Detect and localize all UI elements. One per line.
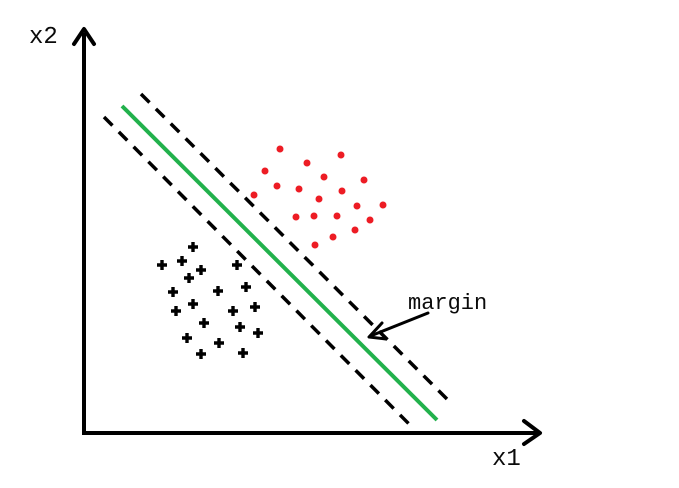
black-plus-marker xyxy=(241,282,251,292)
red-dot-marker xyxy=(329,233,337,241)
decision-boundary-line xyxy=(120,104,439,422)
red-dot-marker xyxy=(315,195,323,203)
black-plus-marker xyxy=(182,333,192,343)
black-plus-marker xyxy=(238,348,248,358)
x-axis-arrowhead xyxy=(522,419,542,446)
red-dot-marker xyxy=(250,191,258,199)
margin-arrow-shaft xyxy=(371,311,430,337)
black-plus-marker xyxy=(171,306,181,316)
red-dot-marker xyxy=(276,145,284,153)
black-plus-marker xyxy=(250,302,260,312)
red-dot-marker xyxy=(379,201,387,209)
black-plus-marker xyxy=(199,318,209,328)
margin-arrowhead xyxy=(367,321,388,341)
black-plus-marker xyxy=(157,260,167,270)
red-dot-marker xyxy=(261,167,269,175)
red-dot-marker xyxy=(320,173,328,181)
black-plus-marker xyxy=(188,299,198,309)
black-plus-marker xyxy=(188,242,198,252)
red-dot-marker xyxy=(303,159,311,167)
y-axis-arrowhead xyxy=(72,27,96,46)
black-plus-marker xyxy=(213,286,223,296)
red-dot-marker xyxy=(273,182,281,190)
red-dot-marker xyxy=(337,151,345,159)
black-plus-marker xyxy=(177,256,187,266)
red-dot-marker xyxy=(310,212,318,220)
margin-boundary-upper-line xyxy=(139,92,452,404)
red-dot-marker xyxy=(295,185,303,193)
black-plus-marker xyxy=(214,338,224,348)
red-dot-marker xyxy=(311,241,319,249)
red-dot-marker xyxy=(366,216,374,224)
black-plus-marker xyxy=(184,273,194,283)
black-plus-marker xyxy=(168,287,178,297)
black-plus-marker xyxy=(196,265,206,275)
red-dot-marker xyxy=(292,213,300,221)
black-plus-marker xyxy=(235,322,245,332)
x-axis-label: x1 xyxy=(492,446,521,473)
red-dot-marker xyxy=(338,187,346,195)
black-plus-marker xyxy=(228,306,238,316)
black-plus-marker xyxy=(253,328,263,338)
black-plus-marker xyxy=(196,349,206,359)
red-dot-marker xyxy=(353,202,361,210)
y-axis-label: x2 xyxy=(29,24,58,51)
margin-label: margin xyxy=(408,291,488,316)
red-dot-marker xyxy=(333,212,341,220)
red-dot-marker xyxy=(360,176,368,184)
red-dot-marker xyxy=(351,226,359,234)
black-plus-marker xyxy=(232,260,242,270)
margin-boundary-lower-line xyxy=(102,115,415,430)
